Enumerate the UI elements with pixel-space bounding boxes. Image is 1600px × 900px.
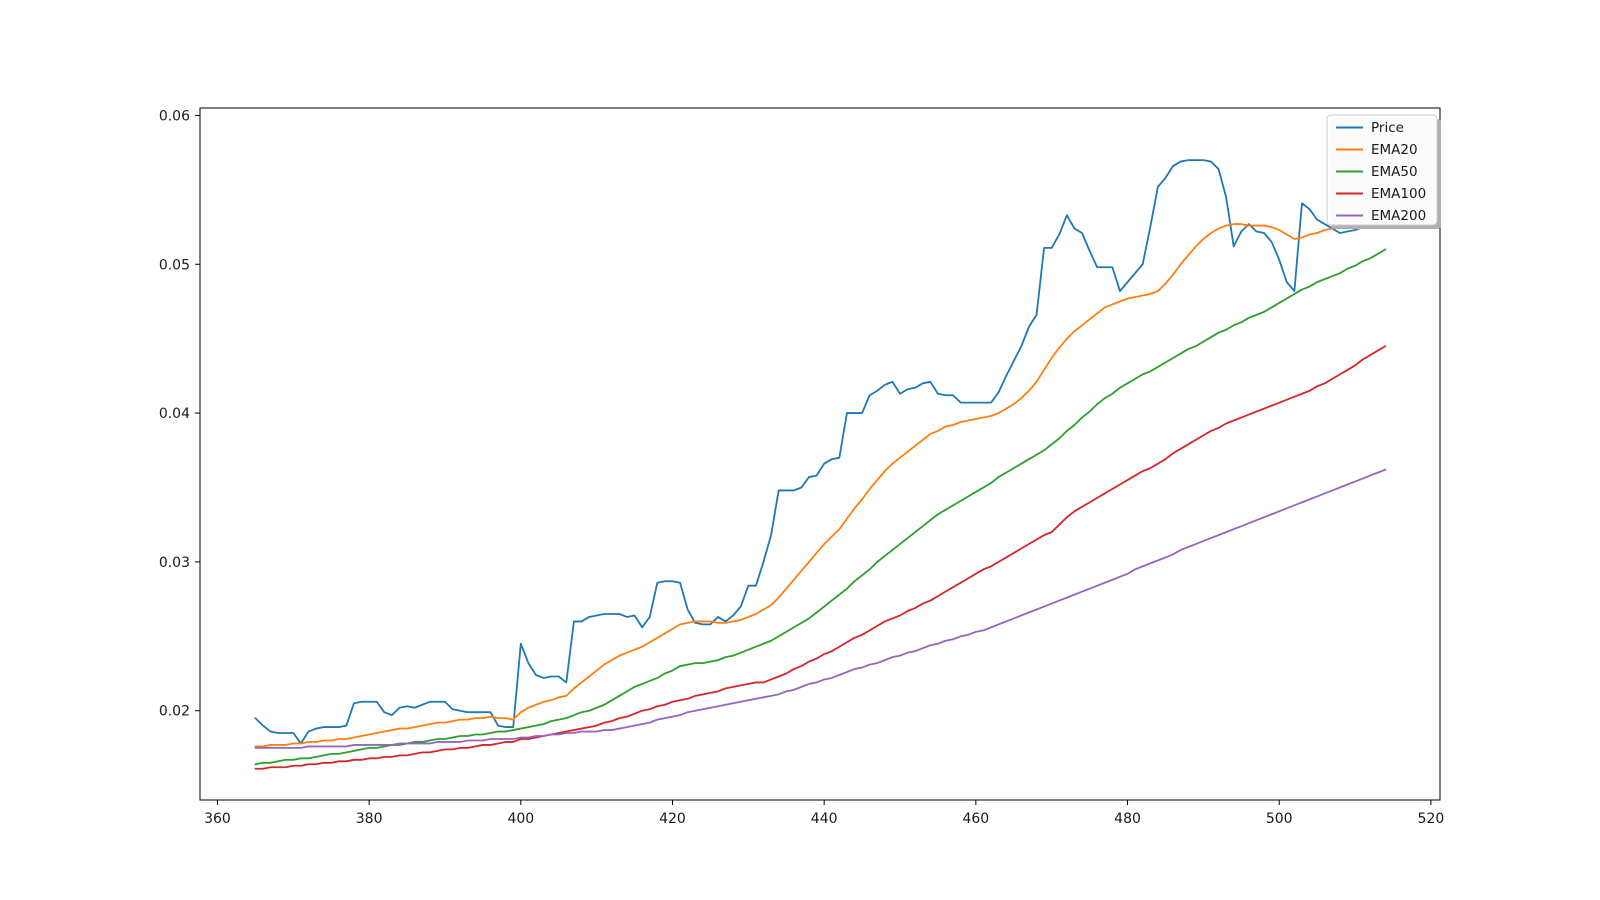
series-line-EMA100 bbox=[254, 345, 1387, 770]
series-line-Price bbox=[254, 159, 1387, 745]
legend-label-EMA200: EMA200 bbox=[1371, 208, 1426, 224]
legend-label-EMA50: EMA50 bbox=[1371, 164, 1418, 180]
y-tick-label: 0.06 bbox=[159, 108, 190, 124]
x-tick-label: 400 bbox=[507, 811, 534, 827]
x-tick-label: 460 bbox=[962, 811, 989, 827]
y-tick-label: 0.04 bbox=[159, 406, 190, 422]
x-tick-label: 500 bbox=[1266, 811, 1293, 827]
x-tick-label: 440 bbox=[811, 811, 838, 827]
x-tick-label: 360 bbox=[204, 811, 231, 827]
legend-label-EMA20: EMA20 bbox=[1371, 142, 1418, 158]
legend-label-EMA100: EMA100 bbox=[1371, 186, 1426, 202]
y-tick-label: 0.05 bbox=[159, 257, 190, 273]
x-tick-label: 480 bbox=[1114, 811, 1141, 827]
legend-box bbox=[1326, 114, 1438, 226]
legend-label-Price: Price bbox=[1371, 120, 1404, 136]
x-tick-label: 420 bbox=[659, 811, 686, 827]
x-tick-label: 520 bbox=[1418, 811, 1445, 827]
series-line-EMA20 bbox=[254, 215, 1387, 748]
y-tick-label: 0.02 bbox=[159, 704, 190, 720]
y-tick-label: 0.03 bbox=[159, 555, 190, 571]
x-tick-label: 380 bbox=[356, 811, 383, 827]
series-line-EMA50 bbox=[254, 248, 1387, 766]
plot-border bbox=[199, 107, 1441, 801]
series-line-EMA200 bbox=[254, 468, 1387, 749]
